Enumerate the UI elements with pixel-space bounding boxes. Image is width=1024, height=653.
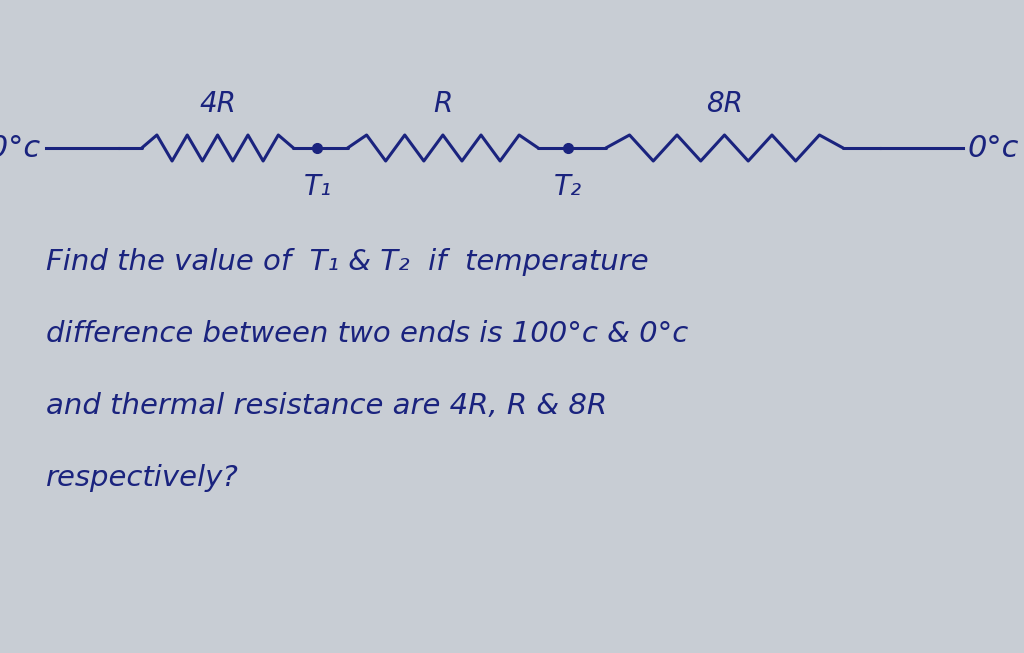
- Text: 4R: 4R: [199, 90, 237, 118]
- Text: Find the value of  T₁ & T₂  if  temperature: Find the value of T₁ & T₂ if temperature: [46, 248, 649, 276]
- Text: T₂: T₂: [554, 173, 583, 201]
- Text: and thermal resistance are 4R, R & 8R: and thermal resistance are 4R, R & 8R: [46, 392, 607, 420]
- Text: R: R: [433, 90, 453, 118]
- Text: difference between two ends is 100°c & 0°c: difference between two ends is 100°c & 0…: [46, 320, 688, 348]
- Text: respectively?: respectively?: [46, 464, 239, 492]
- Text: T₁: T₁: [303, 173, 332, 201]
- Text: 8R: 8R: [706, 90, 743, 118]
- Text: 100°c: 100°c: [0, 133, 41, 163]
- Text: 0°c: 0°c: [968, 133, 1019, 163]
